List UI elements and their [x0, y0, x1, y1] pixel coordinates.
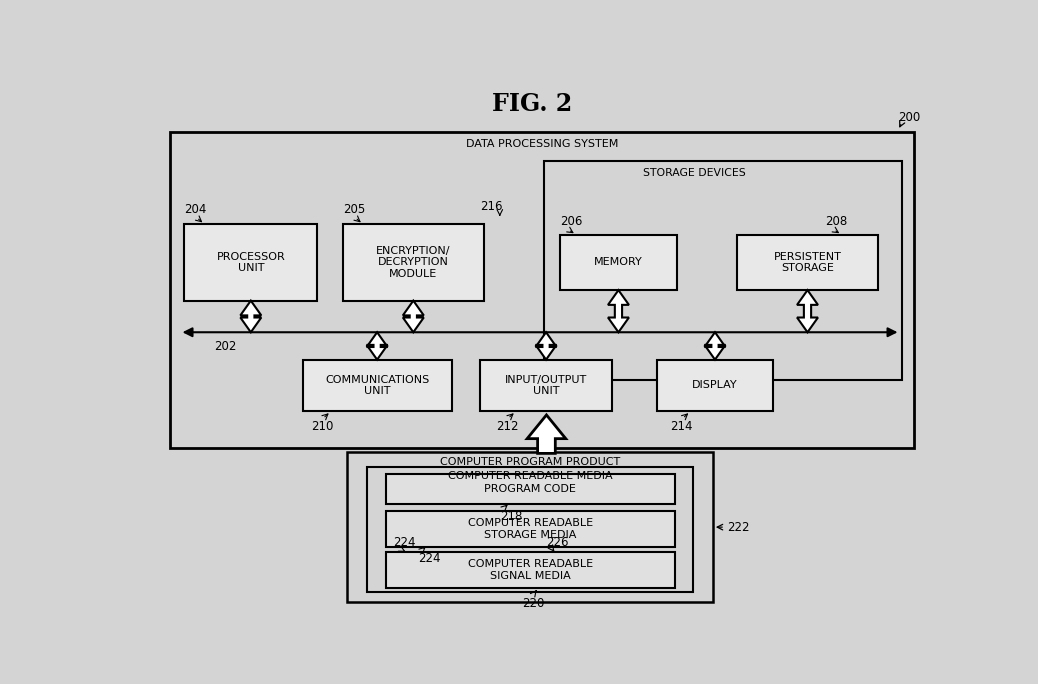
Polygon shape — [403, 301, 424, 332]
Text: PROCESSOR
UNIT: PROCESSOR UNIT — [217, 252, 285, 274]
Text: PROGRAM CODE: PROGRAM CODE — [485, 484, 576, 495]
Text: COMMUNICATIONS
UNIT: COMMUNICATIONS UNIT — [325, 375, 430, 396]
Polygon shape — [366, 332, 387, 360]
Text: ENCRYPTION/
DECRYPTION
MODULE: ENCRYPTION/ DECRYPTION MODULE — [376, 246, 450, 279]
Text: 210: 210 — [310, 420, 333, 433]
Polygon shape — [536, 332, 556, 360]
Text: MEMORY: MEMORY — [594, 257, 643, 267]
Bar — [185, 224, 318, 301]
Text: 202: 202 — [214, 340, 237, 353]
Text: STORAGE DEVICES: STORAGE DEVICES — [643, 168, 745, 178]
Text: DATA PROCESSING SYSTEM: DATA PROCESSING SYSTEM — [466, 139, 619, 148]
Text: INPUT/OUTPUT
UNIT: INPUT/OUTPUT UNIT — [504, 375, 588, 396]
Text: FIG. 2: FIG. 2 — [492, 92, 572, 116]
Bar — [303, 360, 452, 411]
Bar — [347, 452, 713, 603]
Bar — [385, 511, 675, 547]
Text: 226: 226 — [546, 536, 569, 549]
Polygon shape — [608, 290, 629, 332]
Text: 206: 206 — [561, 215, 582, 228]
Text: PERSISTENT
STORAGE: PERSISTENT STORAGE — [773, 252, 842, 274]
Text: 216: 216 — [480, 200, 502, 213]
Bar — [367, 466, 693, 592]
Text: 200: 200 — [898, 111, 921, 124]
Text: 208: 208 — [825, 215, 848, 228]
Text: 224: 224 — [393, 536, 416, 549]
Bar — [385, 552, 675, 588]
Polygon shape — [705, 332, 726, 360]
Text: 205: 205 — [343, 203, 365, 216]
Bar — [385, 474, 675, 505]
Text: 218: 218 — [500, 510, 522, 523]
Text: COMPUTER READABLE
STORAGE MEDIA: COMPUTER READABLE STORAGE MEDIA — [468, 518, 593, 540]
Bar — [737, 235, 878, 290]
Bar — [343, 224, 484, 301]
Text: 204: 204 — [185, 203, 207, 216]
Bar — [480, 360, 612, 411]
Text: COMPUTER READABLE MEDIA: COMPUTER READABLE MEDIA — [447, 471, 612, 481]
Bar — [561, 235, 677, 290]
Polygon shape — [241, 301, 262, 332]
Text: COMPUTER PROGRAM PRODUCT: COMPUTER PROGRAM PRODUCT — [440, 457, 620, 466]
Bar — [657, 360, 773, 411]
Bar — [544, 161, 902, 380]
Text: 214: 214 — [671, 420, 692, 433]
Bar — [170, 132, 914, 448]
Text: DISPLAY: DISPLAY — [692, 380, 738, 391]
Polygon shape — [527, 415, 566, 453]
Text: 222: 222 — [727, 521, 749, 534]
Text: 220: 220 — [522, 597, 545, 610]
Polygon shape — [797, 290, 818, 332]
Text: 224: 224 — [417, 552, 440, 565]
Text: 212: 212 — [496, 420, 518, 433]
Text: COMPUTER READABLE
SIGNAL MEDIA: COMPUTER READABLE SIGNAL MEDIA — [468, 559, 593, 581]
